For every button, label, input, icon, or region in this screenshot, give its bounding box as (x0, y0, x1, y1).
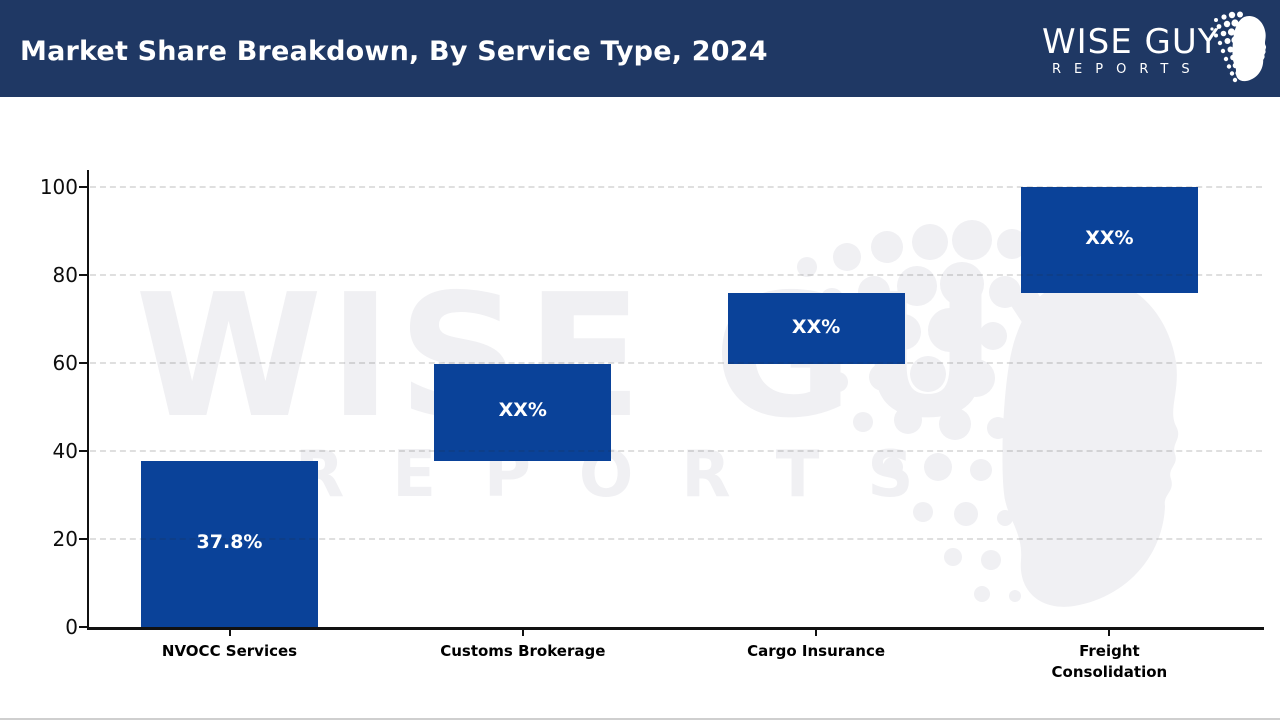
x-axis-line (87, 627, 1264, 630)
x-tick-mark (1108, 629, 1111, 636)
gridline (90, 362, 1262, 364)
y-tick-mark (79, 362, 87, 364)
bar-value-label: 37.8% (196, 530, 263, 553)
x-category-label: NVOCC Services (161, 642, 298, 660)
header-banner: Market Share Breakdown, By Service Type,… (0, 0, 1280, 97)
bar-value-label: XX% (1085, 227, 1134, 250)
bar-nvocc-services (141, 460, 318, 627)
wiseguy-logo: WISE GUY REPORTS (1018, 6, 1268, 91)
y-axis-line (87, 170, 89, 629)
bar-cargo-insurance (727, 293, 905, 364)
y-tick-mark (79, 626, 87, 628)
y-tick-mark (79, 450, 87, 452)
bar-value-label: XX% (791, 315, 841, 338)
wiseguy-head-icon (1210, 11, 1267, 83)
logo-reports-text: REPORTS (1052, 62, 1203, 77)
y-tick-mark (79, 274, 87, 276)
waterfall-chart: 0 20 40 60 80 100 37.8% XX% XX% XX% NVOCC Services… (0, 97, 1280, 720)
x-tick-mark (521, 629, 524, 636)
x-tick-mark (815, 629, 818, 636)
gridline (90, 186, 1262, 188)
x-category-label: Customs Brokerage (440, 642, 606, 660)
gridline (90, 274, 1262, 276)
page-title: Market Share Breakdown, By Service Type,… (20, 36, 768, 67)
y-tick-label: 80 (52, 263, 78, 287)
y-tick-label: 20 (52, 527, 78, 551)
bar-freight-consolidation (1020, 187, 1198, 294)
logo-wiseguy-text: WISE GUY (1042, 22, 1220, 62)
wiseguy-head-watermark (784, 220, 1179, 607)
y-tick-mark (79, 538, 87, 540)
y-tick-label: 0 (65, 615, 78, 639)
x-category-label: Cargo Insurance (747, 642, 886, 660)
gridline (90, 538, 1262, 540)
y-tick-label: 60 (52, 351, 78, 375)
x-tick-mark (228, 629, 231, 636)
y-tick-label: 40 (52, 439, 78, 463)
y-tick-mark (79, 186, 87, 188)
y-tick-label: 100 (39, 175, 78, 199)
bar-customs-brokerage (434, 363, 612, 461)
x-category-label: Freight Consolidation (1051, 642, 1168, 681)
gridline (90, 450, 1262, 452)
bar-value-label: XX% (498, 399, 547, 422)
